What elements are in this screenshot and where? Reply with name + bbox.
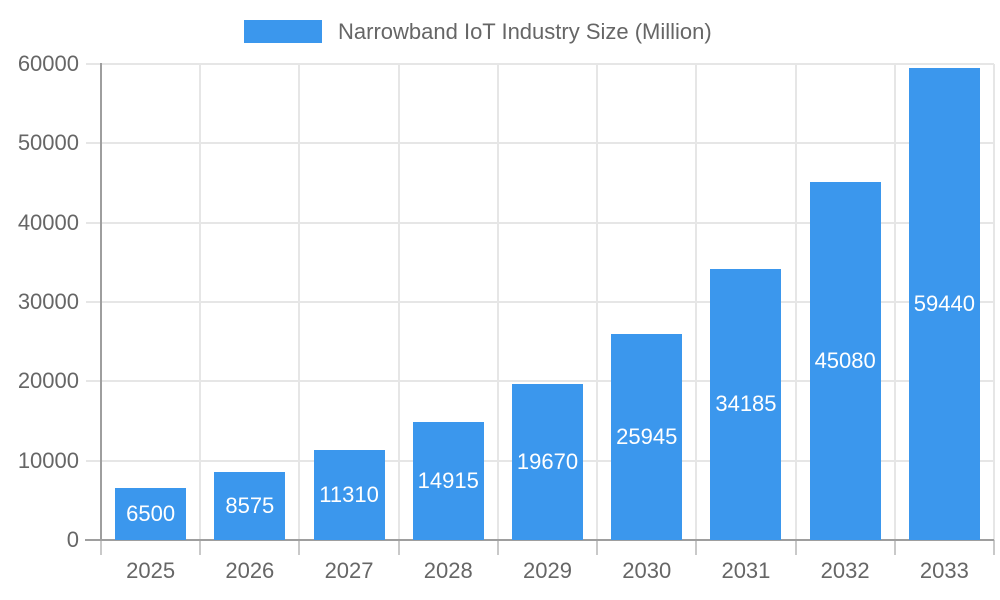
y-tick-mark — [86, 459, 101, 462]
x-tick-label: 2032 — [820, 558, 870, 583]
x-gridline — [596, 64, 599, 540]
x-tick-label: 2030 — [622, 558, 672, 583]
bar-value-label: 34185 — [715, 391, 777, 417]
x-gridline — [893, 64, 896, 540]
x-tick-mark — [695, 540, 698, 555]
bar — [710, 268, 782, 540]
legend: Narrowband IoT Industry Size (Million) — [244, 20, 712, 43]
y-tick-label: 30000 — [17, 289, 79, 314]
y-tick-label: 20000 — [17, 368, 79, 394]
y-tick-label: 0 — [66, 527, 79, 552]
x-gridline — [794, 64, 797, 540]
x-tick-mark — [794, 540, 797, 555]
x-tick-label: 2029 — [523, 558, 572, 583]
y-tick-label: 60000 — [17, 51, 79, 76]
y-tick-label: 40000 — [17, 209, 79, 235]
y-gridline — [101, 142, 994, 145]
y-gridline — [101, 301, 994, 303]
bar — [611, 334, 683, 540]
y-gridline — [101, 63, 994, 65]
x-gridline — [496, 64, 499, 540]
x-tick-mark — [596, 540, 599, 555]
y-tick-mark — [86, 301, 101, 303]
y-gridline — [101, 380, 994, 383]
y-tick-mark — [86, 221, 101, 224]
bar-value-label: 8575 — [225, 492, 275, 518]
x-tick-label: 2025 — [126, 558, 176, 583]
bar-value-label: 11310 — [319, 482, 379, 508]
x-tick-mark — [993, 540, 995, 555]
x-gridline — [397, 64, 400, 540]
bar-value-label: 6500 — [126, 501, 176, 527]
legend-swatch-icon — [244, 20, 322, 43]
x-tick-label: 2027 — [324, 558, 374, 583]
bar-value-label: 59440 — [913, 291, 975, 317]
x-tick-label: 2031 — [721, 558, 771, 583]
y-tick-label: 10000 — [17, 447, 79, 473]
x-tick-label: 2033 — [919, 558, 969, 583]
x-tick-label: 2028 — [423, 558, 473, 583]
x-gridline — [695, 64, 698, 540]
bar-value-label: 19670 — [516, 448, 579, 474]
x-tick-mark — [100, 540, 102, 555]
x-tick-mark — [496, 540, 499, 555]
bar — [214, 471, 286, 540]
x-gridline — [199, 64, 202, 540]
x-tick-mark — [397, 540, 400, 555]
y-tick-label: 50000 — [17, 130, 79, 156]
y-tick-mark — [86, 142, 101, 145]
x-gridline — [993, 64, 995, 540]
bar-value-label: 25945 — [616, 424, 678, 450]
bar — [412, 421, 484, 540]
y-tick-mark — [86, 380, 101, 383]
y-tick-mark — [86, 63, 101, 65]
bar — [512, 383, 583, 540]
x-axis-line — [85, 539, 994, 541]
x-tick-label: 2026 — [225, 558, 275, 583]
bar-value-label: 14915 — [417, 467, 479, 493]
y-gridline — [101, 221, 994, 224]
bar-value-label: 45080 — [814, 348, 876, 374]
bar — [313, 450, 385, 540]
legend-item[interactable]: Narrowband IoT Industry Size (Million) — [244, 20, 712, 43]
bar — [115, 488, 187, 540]
x-tick-mark — [893, 540, 896, 555]
bar — [809, 182, 881, 540]
bar — [908, 68, 980, 540]
x-tick-mark — [298, 540, 301, 555]
y-axis-line — [100, 63, 102, 541]
x-gridline — [298, 64, 301, 540]
x-tick-mark — [199, 540, 202, 555]
legend-label: Narrowband IoT Industry Size (Million) — [338, 19, 712, 44]
